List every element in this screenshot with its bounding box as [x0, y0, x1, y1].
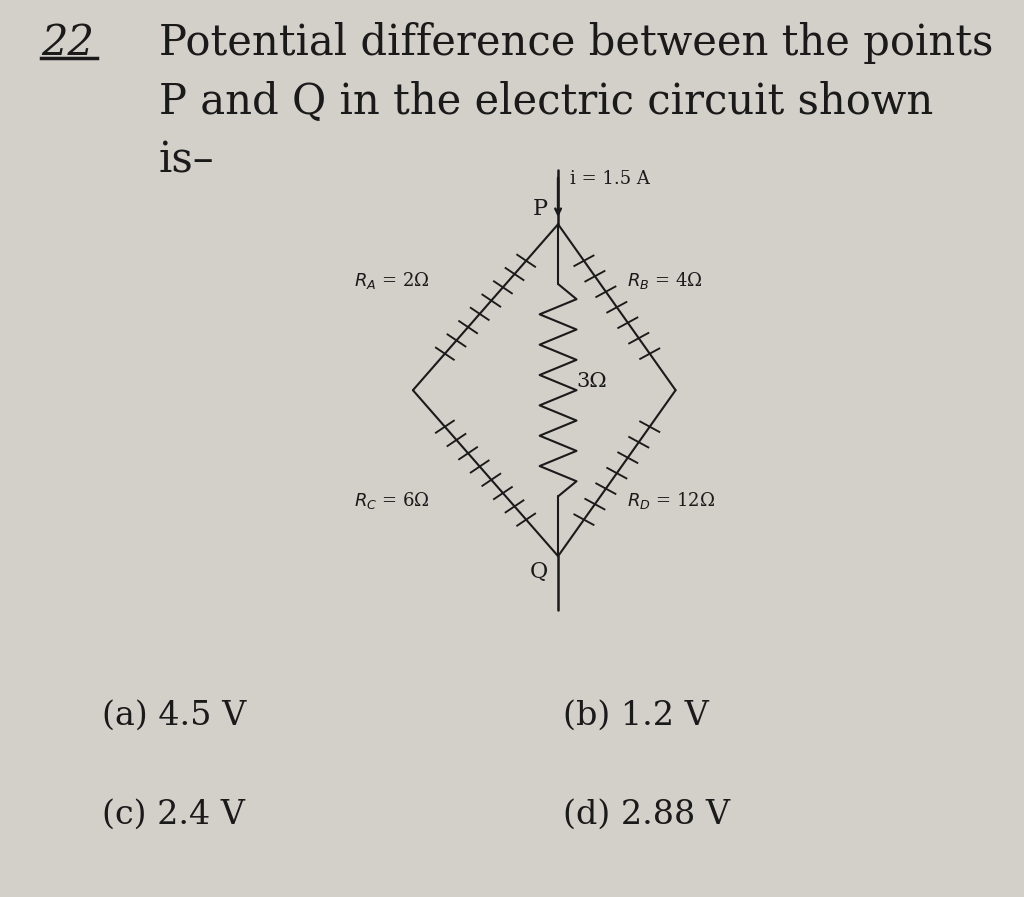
Text: (d) 2.88 V: (d) 2.88 V [563, 798, 730, 831]
Text: is–: is– [159, 139, 214, 181]
Text: 22: 22 [41, 22, 94, 65]
Text: 3Ω: 3Ω [577, 371, 607, 391]
Text: $R_A$ = 2Ω: $R_A$ = 2Ω [353, 270, 429, 291]
Text: P and Q in the electric circuit shown: P and Q in the electric circuit shown [159, 81, 933, 123]
Text: Q: Q [529, 561, 548, 583]
Text: P: P [532, 197, 548, 220]
Text: (a) 4.5 V: (a) 4.5 V [102, 700, 247, 732]
Text: i = 1.5 A: i = 1.5 A [570, 170, 650, 188]
Text: $R_D$ = 12Ω: $R_D$ = 12Ω [627, 490, 715, 510]
Text: $R_C$ = 6Ω: $R_C$ = 6Ω [353, 490, 429, 510]
Text: (b) 1.2 V: (b) 1.2 V [563, 700, 709, 732]
Text: Potential difference between the points: Potential difference between the points [159, 22, 993, 65]
Text: (c) 2.4 V: (c) 2.4 V [102, 798, 246, 831]
Text: $R_B$ = 4Ω: $R_B$ = 4Ω [627, 270, 702, 291]
